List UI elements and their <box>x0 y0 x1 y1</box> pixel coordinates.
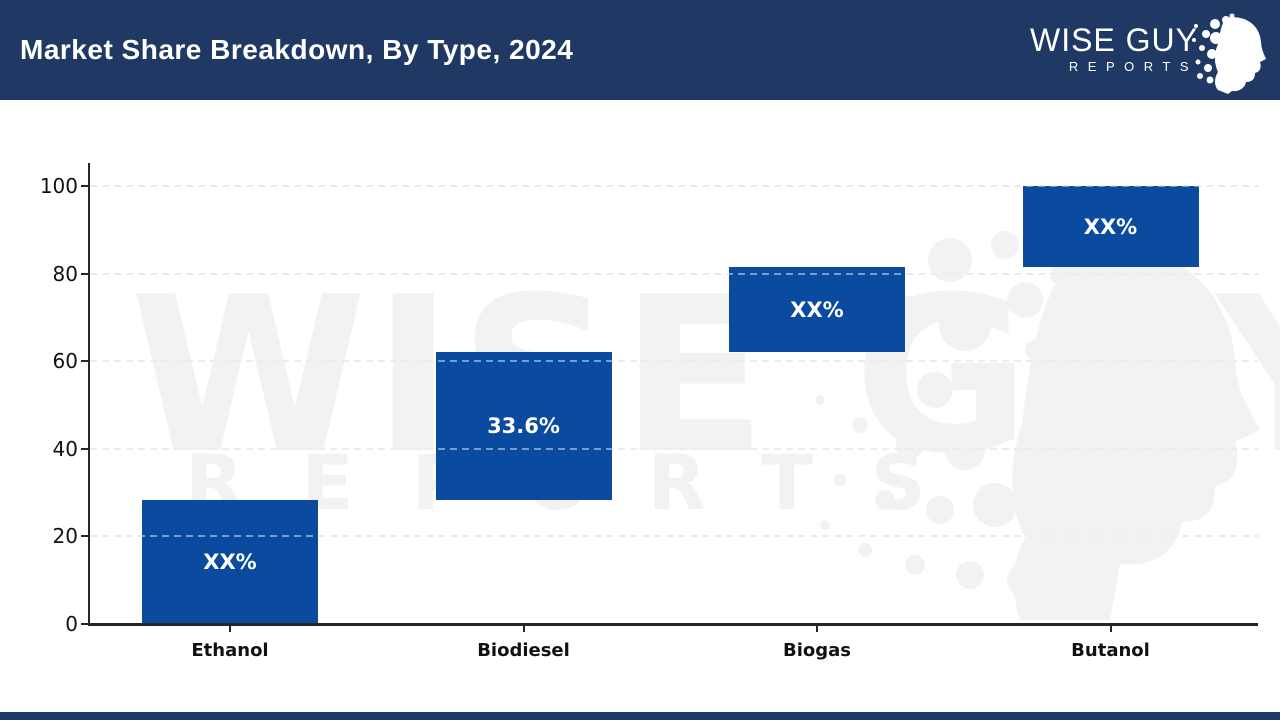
header-bar: Market Share Breakdown, By Type, 2024 WI… <box>0 0 1280 100</box>
brand-logo: WISE GUY REPORTS <box>1006 8 1266 94</box>
y-tick-mark <box>81 185 88 187</box>
gridline <box>90 535 1258 538</box>
bar-biodiesel <box>435 352 612 500</box>
y-tick-label: 100 <box>39 174 78 198</box>
watermark-head-icon <box>815 231 1260 620</box>
bar-value-label: XX% <box>790 297 844 322</box>
gridline <box>90 447 1258 450</box>
x-category-label-biodiesel: Biodiesel <box>477 640 570 661</box>
x-tick-mark <box>1109 626 1112 632</box>
brand-name: WISE GUY <box>1029 22 1198 58</box>
y-tick-label: 20 <box>52 524 78 549</box>
page-title: Market Share Breakdown, By Type, 2024 <box>20 34 574 65</box>
x-axis-line <box>88 623 1258 626</box>
y-tick-mark <box>81 447 88 450</box>
y-tick-mark <box>81 272 88 275</box>
gridline <box>90 272 1258 275</box>
brand-logo-text: WISE GUY REPORTS <box>1030 24 1198 74</box>
x-tick-mark <box>229 626 231 632</box>
x-tick-mark <box>522 626 525 632</box>
x-tick-mark <box>816 626 818 632</box>
y-axis-line <box>88 163 90 625</box>
bar-ethanol <box>142 499 318 624</box>
gridline-overlay <box>90 447 1258 450</box>
bar-value-label: XX% <box>203 549 257 574</box>
brand-head-icon <box>1192 13 1266 94</box>
bar-value-label: XX% <box>1083 214 1138 239</box>
footer-bar <box>0 712 1280 720</box>
bar-butanol <box>1022 186 1199 268</box>
y-tick-label: 0 <box>65 612 78 636</box>
gridline <box>90 185 1258 187</box>
y-tick-mark <box>81 623 88 625</box>
bar-biogas <box>729 267 905 353</box>
bar-value-label: 33.6% <box>487 414 560 439</box>
x-category-label-biogas: Biogas <box>782 640 852 661</box>
gridline <box>90 360 1258 363</box>
x-category-label-ethanol: Ethanol <box>191 640 269 661</box>
x-category-label-butanol: Butanol <box>1071 640 1150 661</box>
gridline-overlay <box>90 185 1258 187</box>
gridline-overlay <box>90 360 1258 363</box>
gridline-overlay <box>90 535 1258 538</box>
y-tick-mark <box>81 360 88 363</box>
brand-subtitle: REPORTS <box>1068 59 1198 74</box>
gridline-overlay <box>90 272 1258 275</box>
y-tick-mark <box>81 535 88 538</box>
y-tick-label: 40 <box>52 436 78 461</box>
y-tick-label: 80 <box>52 261 78 286</box>
y-tick-label: 60 <box>52 349 78 374</box>
